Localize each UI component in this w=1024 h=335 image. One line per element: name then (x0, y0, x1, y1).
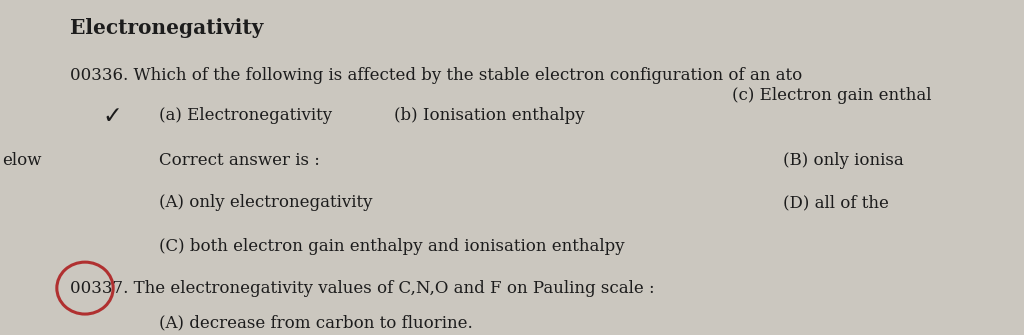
Text: (D) all of the: (D) all of the (783, 194, 889, 211)
Text: (B) only ionisa: (B) only ionisa (783, 152, 904, 169)
Text: ✓: ✓ (102, 104, 122, 128)
Text: 00337. The electronegativity values of C,N,O and F on Pauling scale :: 00337. The electronegativity values of C… (70, 280, 654, 296)
Text: Electronegativity: Electronegativity (70, 18, 263, 39)
Text: (A) only electronegativity: (A) only electronegativity (159, 194, 372, 211)
Text: (b) Ionisation enthalpy: (b) Ionisation enthalpy (394, 107, 585, 124)
Text: (C) both electron gain enthalpy and ionisation enthalpy: (C) both electron gain enthalpy and ioni… (159, 238, 625, 255)
Text: Correct answer is :: Correct answer is : (159, 152, 319, 169)
Text: elow: elow (2, 152, 42, 169)
Text: (a) Electronegativity: (a) Electronegativity (159, 107, 332, 124)
Text: (c) Electron gain enthal: (c) Electron gain enthal (732, 87, 932, 104)
Text: 00336. Which of the following is affected by the stable electron configuration o: 00336. Which of the following is affecte… (70, 67, 802, 84)
Text: (A) decrease from carbon to fluorine.: (A) decrease from carbon to fluorine. (159, 315, 472, 332)
